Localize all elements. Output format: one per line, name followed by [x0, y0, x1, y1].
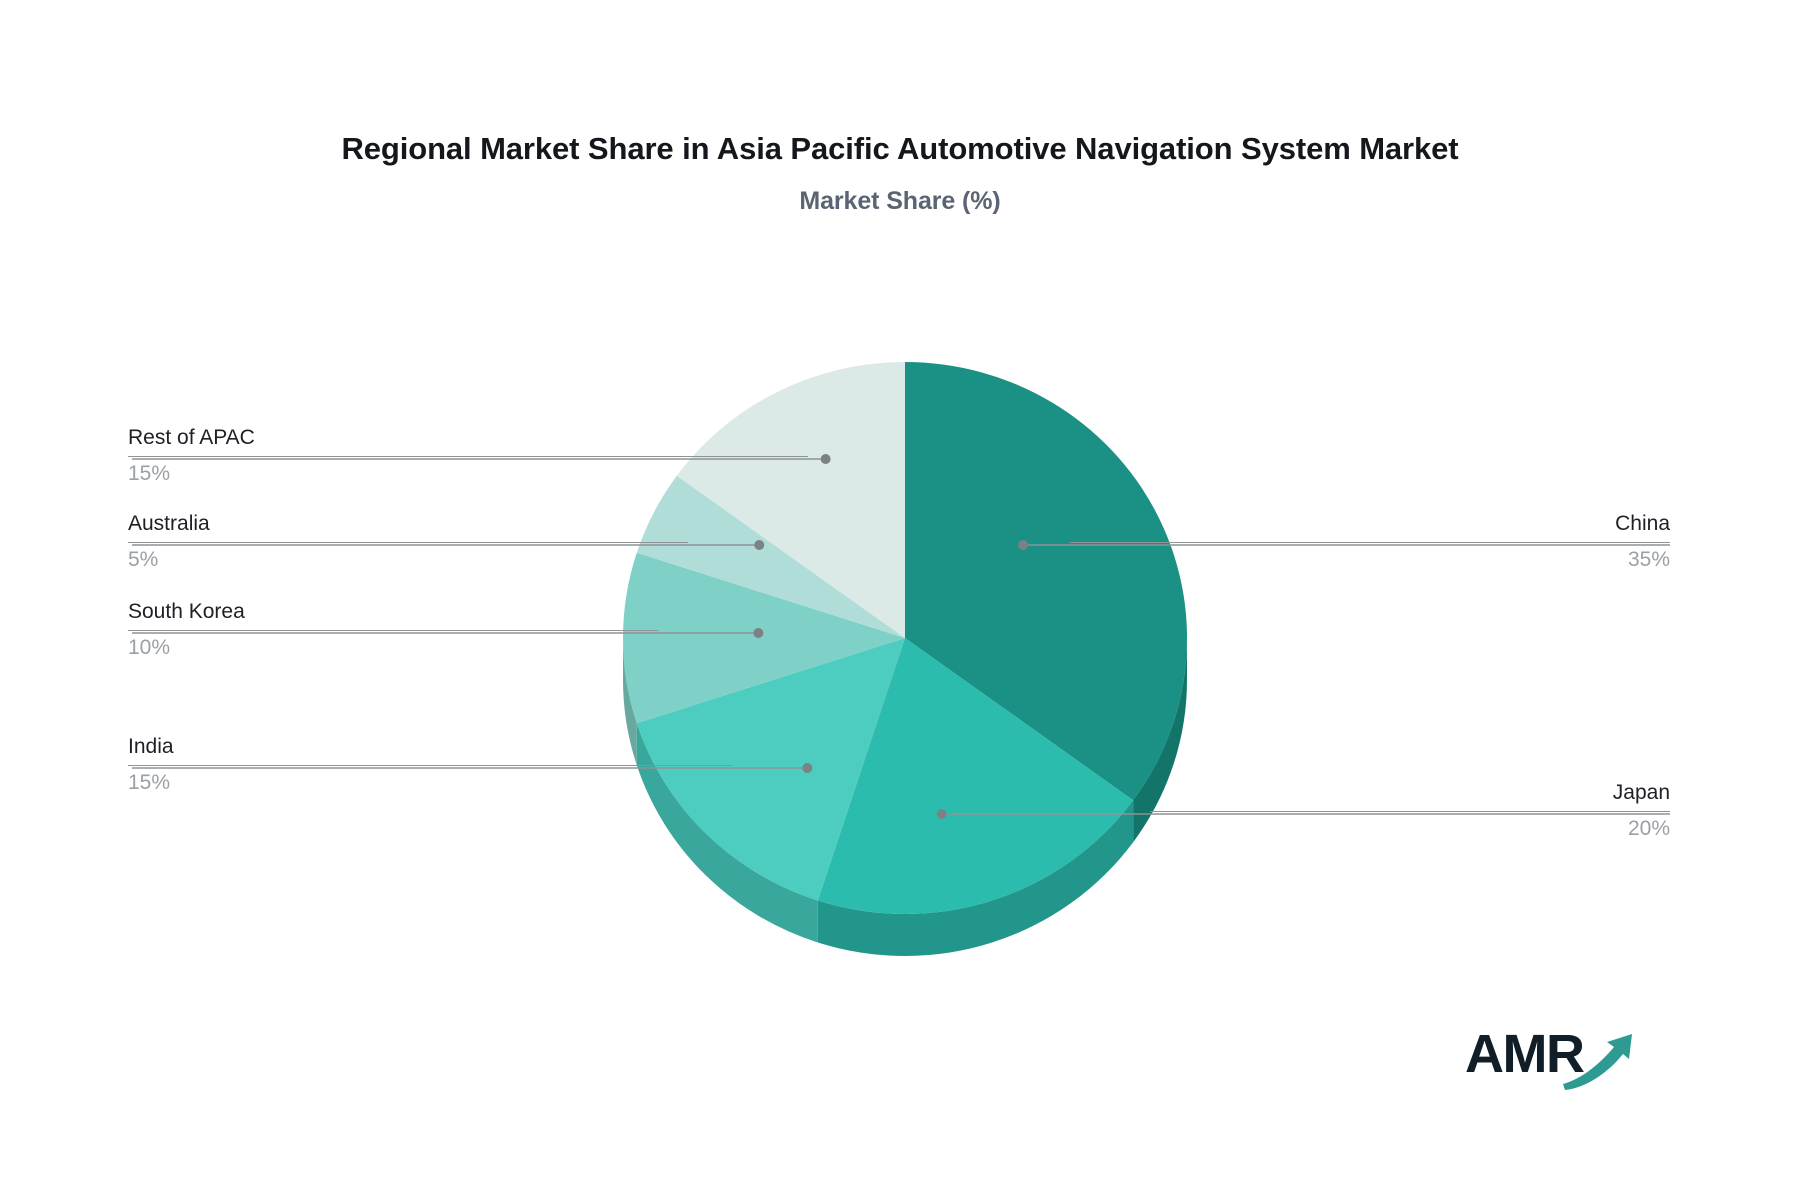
callout-label-china: China — [1615, 512, 1670, 535]
callout-rule — [128, 542, 688, 543]
leader-dot — [754, 540, 765, 550]
pie-slice-australia[interactable] — [636, 475, 905, 638]
growth-arrow-icon — [1563, 1034, 1632, 1090]
callout-value-south-korea: 10% — [128, 636, 171, 659]
callout-rule — [1150, 811, 1670, 812]
callout-rule — [128, 630, 658, 631]
pie-slice-japan[interactable] — [817, 638, 1134, 914]
amr-logo-text: AMR — [1465, 1024, 1585, 1084]
callout-australia: Australia 5% — [128, 511, 688, 573]
callout-rule — [128, 456, 808, 457]
leader-dot — [753, 628, 764, 638]
callout-value-rest-of-apac: 15% — [128, 462, 171, 485]
callout-rest-of-apac: Rest of APAC 15% — [128, 425, 808, 487]
callout-japan: Japan 20% — [1150, 780, 1670, 842]
callout-label-south-korea: South Korea — [128, 600, 245, 623]
callout-south-korea: South Korea 10% — [128, 599, 658, 661]
leader-dot — [1018, 540, 1029, 550]
leader-lines — [132, 454, 1670, 819]
pie-top-faces — [622, 362, 1187, 914]
leader-dot — [802, 763, 813, 773]
pie-slice-south-korea[interactable] — [622, 552, 905, 724]
pie-slice-china[interactable] — [905, 362, 1187, 801]
callout-value-australia: 5% — [128, 548, 159, 571]
callout-rule — [128, 765, 732, 766]
callout-value-china: 35% — [1627, 548, 1670, 571]
callout-label-japan: Japan — [1612, 781, 1670, 804]
callout-label-australia: Australia — [128, 512, 210, 535]
leader-dot — [936, 809, 947, 819]
callout-value-japan: 20% — [1627, 817, 1670, 840]
chart-subtitle: Market Share (%) — [799, 187, 1001, 215]
callout-value-india: 15% — [128, 771, 171, 794]
callout-label-india: India — [128, 735, 174, 758]
leader-dot — [820, 454, 831, 464]
amr-logo: AMR — [1465, 1024, 1640, 1094]
pie-slice-india[interactable] — [636, 638, 905, 901]
callout-rule — [1070, 542, 1670, 543]
pie-slice-rest-of-apac[interactable] — [676, 362, 905, 638]
callout-china: China 35% — [1070, 511, 1670, 573]
callout-india: India 15% — [128, 734, 732, 796]
callout-label-rest-of-apac: Rest of APAC — [128, 426, 255, 449]
pie-3d-sides — [623, 638, 1187, 956]
chart-title: Regional Market Share in Asia Pacific Au… — [341, 131, 1459, 166]
